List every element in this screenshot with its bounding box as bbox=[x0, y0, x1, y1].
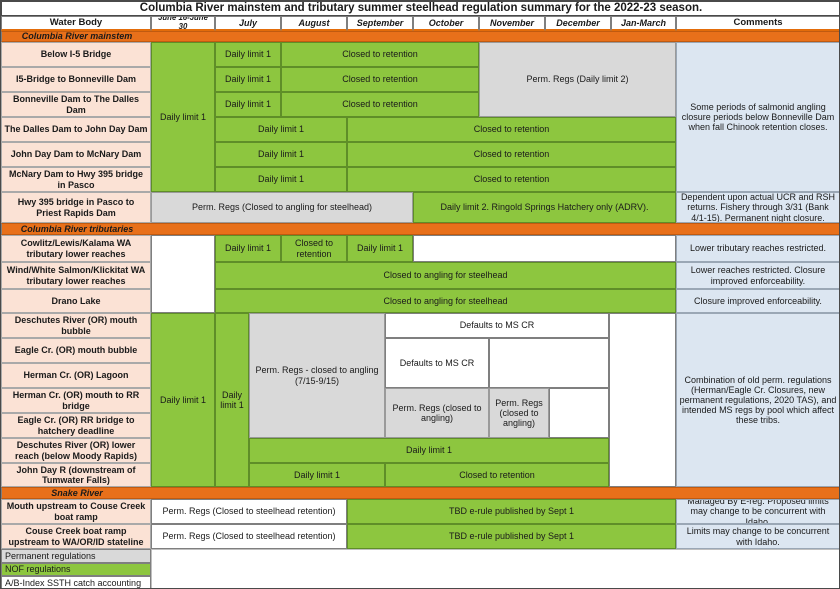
column-header-water-body: Water Body bbox=[1, 16, 151, 31]
water-body-row-label: Mouth upstream to Couse Creek boat ramp bbox=[1, 499, 151, 524]
reg-cell-tbd-erule: TBD e-rule published by Sept 1 bbox=[347, 524, 676, 549]
reg-cell-perm-regs-closed-angling: Perm. Regs (closed to angling) bbox=[489, 388, 549, 438]
reg-cell-blank bbox=[413, 235, 676, 262]
reg-cell-daily-limit: Daily limit 1 bbox=[347, 235, 413, 262]
reg-cell-closed-retention: Closed to retention bbox=[347, 117, 676, 142]
reg-cell-closed-retention: Closed to retention bbox=[347, 167, 676, 192]
reg-cell-perm-regs-closed-angling: Perm. Regs (closed to angling) bbox=[385, 388, 489, 438]
page-title: Columbia River mainstem and tributary su… bbox=[1, 1, 839, 16]
reg-cell-closed-retention: Closed to retention bbox=[281, 42, 479, 67]
column-header-comments: Comments bbox=[676, 16, 839, 31]
column-header-november: November bbox=[479, 16, 545, 31]
reg-cell-daily-limit: Daily limit 1 bbox=[215, 235, 281, 262]
reg-cell-blank bbox=[609, 313, 676, 487]
reg-cell-june-oregon: Daily limit 1 bbox=[151, 313, 215, 487]
reg-cell-daily-limit: Daily limit 1 bbox=[215, 67, 281, 92]
reg-cell-july-oregon: Daily limit 1 bbox=[215, 313, 249, 487]
section-header-snake-river: Snake River bbox=[1, 487, 839, 499]
reg-cell-perm-regs-closed-retention: Perm. Regs (Closed to steelhead retentio… bbox=[151, 524, 347, 549]
reg-cell-tbd-erule: TBD e-rule published by Sept 1 bbox=[347, 499, 676, 524]
reg-cell-closed-retention: Closed to retention bbox=[385, 463, 609, 487]
legend-blank-area bbox=[151, 549, 839, 588]
reg-cell-daily-limit: Daily limit 1 bbox=[249, 463, 385, 487]
water-body-row-label: Drano Lake bbox=[1, 289, 151, 313]
column-header-december: December bbox=[545, 16, 611, 31]
section-label: Columbia River mainstem bbox=[21, 31, 133, 42]
legend-item-permanent-regulations: Permanent regulations bbox=[1, 549, 151, 563]
reg-cell-blank-june-tributaries bbox=[151, 235, 215, 313]
comment-cell-snake-1: Managed By E-reg. Proposed limits may ch… bbox=[676, 499, 839, 524]
comment-cell-cowlitz: Lower tributary reaches restricted. bbox=[676, 235, 839, 262]
water-body-row-label: John Day Dam to McNary Dam bbox=[1, 142, 151, 167]
legend-item-ab-index: A/B-Index SSTH catch accounting bbox=[1, 576, 151, 588]
column-header-october: October bbox=[413, 16, 479, 31]
water-body-row-label: Herman Cr. (OR) mouth to RR bridge bbox=[1, 388, 151, 413]
comment-cell-hwy395: Dependent upon actual UCR and RSH return… bbox=[676, 192, 839, 223]
reg-cell-daily-limit: Daily limit 1 bbox=[215, 167, 347, 192]
reg-cell-daily-limit: Daily limit 1 bbox=[215, 142, 347, 167]
water-body-row-label: John Day R (downstream of Tumwater Falls… bbox=[1, 463, 151, 487]
column-header-august: August bbox=[281, 16, 347, 31]
water-body-row-label: Cowlitz/Lewis/Kalama WA tributary lower … bbox=[1, 235, 151, 262]
section-header-columbia-tributaries: Columbia River tributaries bbox=[1, 223, 839, 235]
reg-cell-daily-limit: Daily limit 1 bbox=[215, 42, 281, 67]
water-body-row-label: Herman Cr. (OR) Lagoon bbox=[1, 363, 151, 388]
reg-cell-june-mainstem: Daily limit 1 bbox=[151, 42, 215, 192]
comment-cell-mainstem: Some periods of salmonid angling closure… bbox=[676, 42, 839, 192]
water-body-row-label: Eagle Cr. (OR) RR bridge to hatchery dea… bbox=[1, 413, 151, 438]
water-body-row-label: Deschutes River (OR) lower reach (below … bbox=[1, 438, 151, 463]
water-body-row-label: Below I-5 Bridge bbox=[1, 42, 151, 67]
reg-cell-daily-limit: Daily limit 1 bbox=[215, 92, 281, 117]
reg-cell-perm-regs-closed-angling: Perm. Regs (Closed to angling for steelh… bbox=[151, 192, 413, 223]
reg-cell-perm-regs-closed-angling-dates: Perm. Regs - closed to angling (7/15-9/1… bbox=[249, 313, 385, 438]
comment-cell-oregon: Combination of old perm. regulations (He… bbox=[676, 313, 839, 487]
water-body-row-label: Eagle Cr. (OR) mouth bubble bbox=[1, 338, 151, 363]
column-header-jan-march: Jan-March bbox=[611, 16, 676, 31]
section-label: Snake River bbox=[51, 487, 103, 498]
legend-item-nof-regulations: NOF regulations bbox=[1, 563, 151, 576]
water-body-row-label: Hwy 395 bridge in Pasco to Priest Rapids… bbox=[1, 192, 151, 223]
reg-cell-closed-retention: Closed to retention bbox=[281, 235, 347, 262]
comment-cell-snake-2: Limits may change to be concurrent with … bbox=[676, 524, 839, 549]
section-header-columbia-mainstem: Columbia River mainstem bbox=[1, 31, 839, 42]
reg-cell-daily-limit: Daily limit 1 bbox=[249, 438, 609, 463]
water-body-row-label: I5-Bridge to Bonneville Dam bbox=[1, 67, 151, 92]
section-label: Columbia River tributaries bbox=[20, 223, 134, 234]
water-body-row-label: Bonneville Dam to The Dalles Dam bbox=[1, 92, 151, 117]
reg-cell-ringold-hatchery: Daily limit 2. Ringold Springs Hatchery … bbox=[413, 192, 676, 223]
reg-cell-blank bbox=[489, 338, 609, 388]
column-header-june: June 16-June 30 bbox=[151, 16, 215, 31]
reg-cell-closed-angling: Closed to angling for steelhead bbox=[215, 289, 676, 313]
water-body-row-label: McNary Dam to Hwy 395 bridge in Pasco bbox=[1, 167, 151, 192]
reg-cell-closed-retention: Closed to retention bbox=[347, 142, 676, 167]
column-header-july: July bbox=[215, 16, 281, 31]
water-body-row-label: Couse Creek boat ramp upstream to WA/OR/… bbox=[1, 524, 151, 549]
column-header-september: September bbox=[347, 16, 413, 31]
water-body-row-label: Deschutes River (OR) mouth bubble bbox=[1, 313, 151, 338]
reg-cell-defaults-ms-cr: Defaults to MS CR bbox=[385, 313, 609, 338]
comment-cell-wind: Lower reaches restricted. Closure improv… bbox=[676, 262, 839, 289]
reg-cell-daily-limit: Daily limit 1 bbox=[215, 117, 347, 142]
reg-cell-closed-retention: Closed to retention bbox=[281, 67, 479, 92]
reg-cell-defaults-ms-cr: Defaults to MS CR bbox=[385, 338, 489, 388]
reg-cell-perm-regs-daily-limit-2: Perm. Regs (Daily limit 2) bbox=[479, 42, 676, 117]
water-body-row-label: Wind/White Salmon/Klickitat WA tributary… bbox=[1, 262, 151, 289]
comment-cell-drano: Closure improved enforceability. bbox=[676, 289, 839, 313]
reg-cell-closed-retention: Closed to retention bbox=[281, 92, 479, 117]
reg-cell-blank bbox=[549, 388, 609, 438]
reg-cell-closed-angling: Closed to angling for steelhead bbox=[215, 262, 676, 289]
water-body-row-label: The Dalles Dam to John Day Dam bbox=[1, 117, 151, 142]
reg-cell-perm-regs-closed-retention: Perm. Regs (Closed to steelhead retentio… bbox=[151, 499, 347, 524]
